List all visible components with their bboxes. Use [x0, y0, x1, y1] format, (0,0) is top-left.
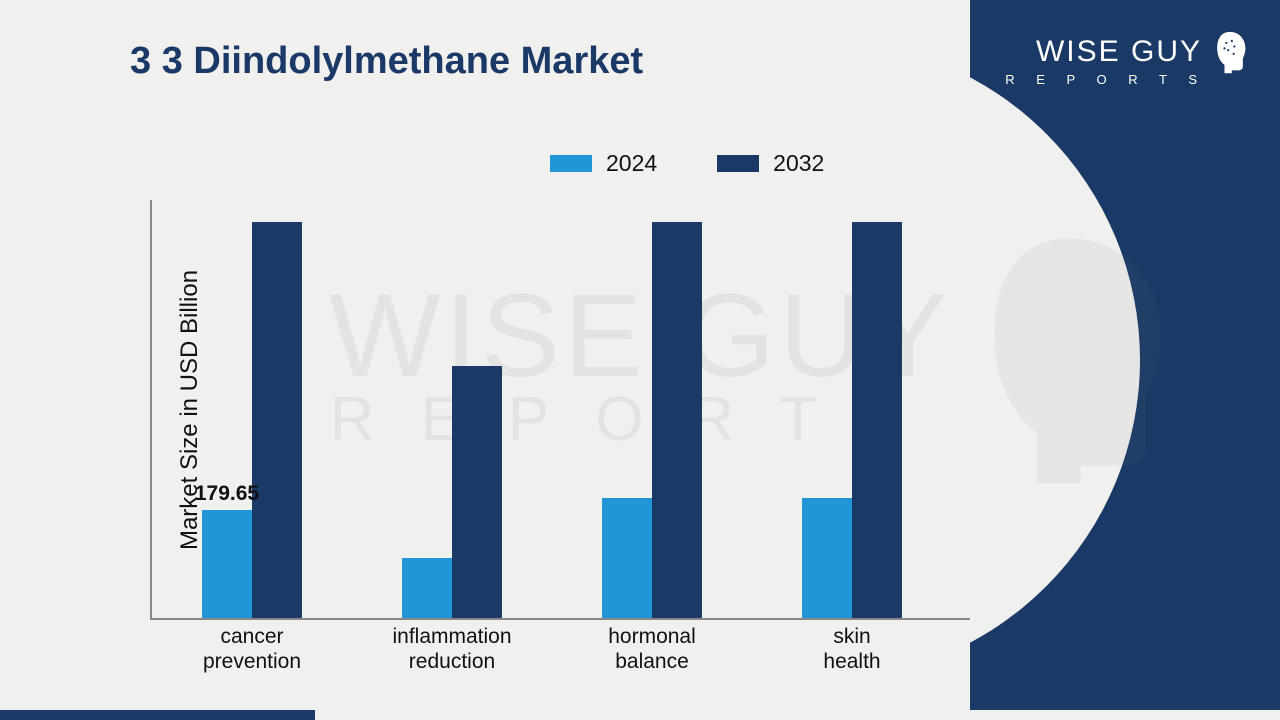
bar-2024	[802, 498, 852, 618]
chart-area: Market Size in USD Billion 2024 2032 can…	[90, 150, 970, 670]
legend-label-2024: 2024	[606, 150, 657, 177]
legend-item-2032: 2032	[717, 150, 824, 177]
x-axis-label: hormonalbalance	[608, 624, 696, 674]
bar-group: skinhealth	[802, 222, 902, 618]
legend-swatch-2024	[550, 155, 592, 172]
x-axis-label: inflammationreduction	[392, 624, 511, 674]
brand-logo: WISE GUY R E P O R T S	[1005, 30, 1250, 87]
bar-2032	[252, 222, 302, 618]
brand-sub: R E P O R T S	[1005, 72, 1250, 87]
legend-swatch-2032	[717, 155, 759, 172]
bar-group: cancerprevention179.65	[202, 222, 302, 618]
bar-2024	[602, 498, 652, 618]
bar-2032	[652, 222, 702, 618]
x-axis-label: cancerprevention	[203, 624, 301, 674]
brand-main: WISE GUY	[1036, 35, 1202, 69]
x-axis-label: skinhealth	[823, 624, 880, 674]
bottom-accent-bar	[0, 710, 315, 720]
bar-value-label: 179.65	[195, 482, 259, 506]
head-icon	[1210, 30, 1250, 74]
legend-item-2024: 2024	[550, 150, 657, 177]
plot-area: cancerprevention179.65 inflammationreduct…	[150, 200, 970, 620]
bar-2024	[402, 558, 452, 618]
bar-group: hormonalbalance	[602, 222, 702, 618]
chart-title: 3 3 Diindolylmethane Market	[130, 40, 643, 83]
legend-label-2032: 2032	[773, 150, 824, 177]
bar-2032	[452, 366, 502, 618]
bar-2032	[852, 222, 902, 618]
legend: 2024 2032	[550, 150, 824, 177]
bar-2024	[202, 510, 252, 618]
bar-group: inflammationreduction	[402, 366, 502, 618]
